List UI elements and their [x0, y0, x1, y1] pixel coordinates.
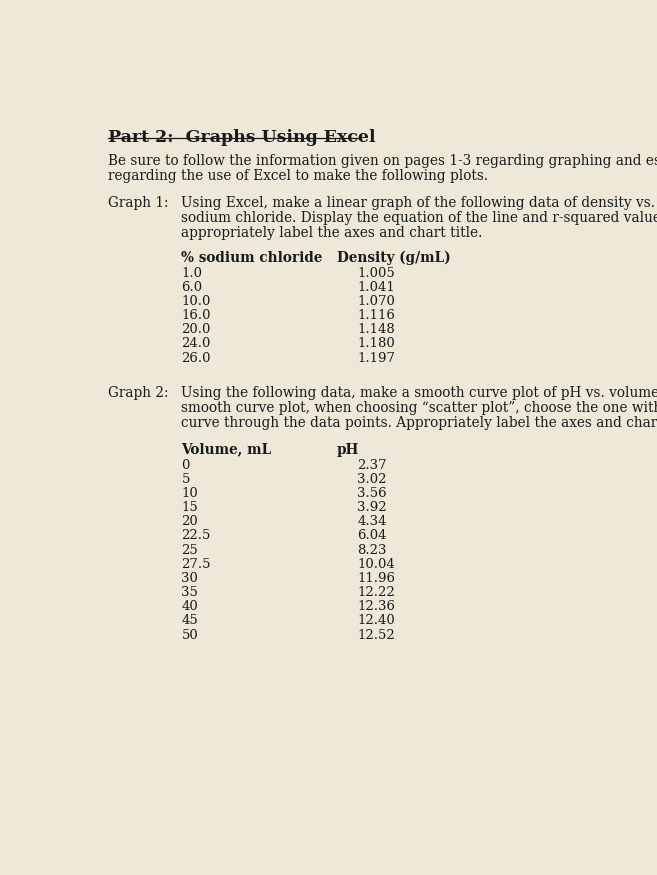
Text: 2.37: 2.37	[357, 458, 387, 472]
Text: 1.0: 1.0	[181, 267, 202, 280]
Text: 3.56: 3.56	[357, 487, 387, 500]
Text: 6.04: 6.04	[357, 529, 386, 542]
Text: 0: 0	[181, 458, 190, 472]
Text: 6.0: 6.0	[181, 281, 202, 294]
Text: 10.0: 10.0	[181, 295, 211, 308]
Text: Density (g/mL): Density (g/mL)	[337, 250, 450, 265]
Text: 20.0: 20.0	[181, 323, 211, 336]
Text: 15: 15	[181, 501, 198, 514]
Text: 50: 50	[181, 628, 198, 641]
Text: 22.5: 22.5	[181, 529, 211, 542]
Text: Be sure to follow the information given on pages 1-3 regarding graphing and espe: Be sure to follow the information given …	[108, 154, 657, 168]
Text: Volume, mL: Volume, mL	[181, 443, 271, 457]
Text: 11.96: 11.96	[357, 572, 395, 584]
Text: 25: 25	[181, 543, 198, 556]
Text: 5: 5	[181, 473, 190, 486]
Text: Graph 1:: Graph 1:	[108, 196, 168, 210]
Text: 3.92: 3.92	[357, 501, 387, 514]
Text: 20: 20	[181, 515, 198, 528]
Text: 1.005: 1.005	[357, 267, 395, 280]
Text: 12.52: 12.52	[357, 628, 395, 641]
Text: 1.180: 1.180	[357, 338, 395, 351]
Text: 45: 45	[181, 614, 198, 627]
Text: 35: 35	[181, 586, 198, 599]
Text: 1.148: 1.148	[357, 323, 395, 336]
Text: pH: pH	[337, 443, 359, 457]
Text: 8.23: 8.23	[357, 543, 386, 556]
Text: curve through the data points. Appropriately label the axes and chart title.: curve through the data points. Appropria…	[181, 416, 657, 430]
Text: 16.0: 16.0	[181, 309, 211, 322]
Text: smooth curve plot, when choosing “scatter plot”, choose the one with the smooth: smooth curve plot, when choosing “scatte…	[181, 401, 657, 415]
Text: Part 2:  Graphs Using Excel: Part 2: Graphs Using Excel	[108, 129, 375, 145]
Text: 40: 40	[181, 600, 198, 613]
Text: 1.041: 1.041	[357, 281, 395, 294]
Text: 1.197: 1.197	[357, 352, 395, 365]
Text: % sodium chloride: % sodium chloride	[181, 250, 323, 264]
Text: Graph 2:: Graph 2:	[108, 386, 168, 400]
Text: 12.40: 12.40	[357, 614, 395, 627]
Text: 26.0: 26.0	[181, 352, 211, 365]
Text: 12.22: 12.22	[357, 586, 395, 599]
Text: 12.36: 12.36	[357, 600, 395, 613]
Text: Using Excel, make a linear graph of the following data of density vs. percent: Using Excel, make a linear graph of the …	[181, 196, 657, 210]
Text: 10.04: 10.04	[357, 557, 395, 570]
Text: 10: 10	[181, 487, 198, 500]
Text: 27.5: 27.5	[181, 557, 211, 570]
Text: 30: 30	[181, 572, 198, 584]
Text: 3.02: 3.02	[357, 473, 386, 486]
Text: appropriately label the axes and chart title.: appropriately label the axes and chart t…	[181, 226, 483, 240]
Text: 1.116: 1.116	[357, 309, 395, 322]
Text: 24.0: 24.0	[181, 338, 211, 351]
Text: sodium chloride. Display the equation of the line and r-squared value, and: sodium chloride. Display the equation of…	[181, 211, 657, 225]
Text: Using the following data, make a smooth curve plot of pH vs. volume.  To make a: Using the following data, make a smooth …	[181, 386, 657, 400]
Text: 1.070: 1.070	[357, 295, 395, 308]
Text: 4.34: 4.34	[357, 515, 386, 528]
Text: regarding the use of Excel to make the following plots.: regarding the use of Excel to make the f…	[108, 169, 487, 183]
